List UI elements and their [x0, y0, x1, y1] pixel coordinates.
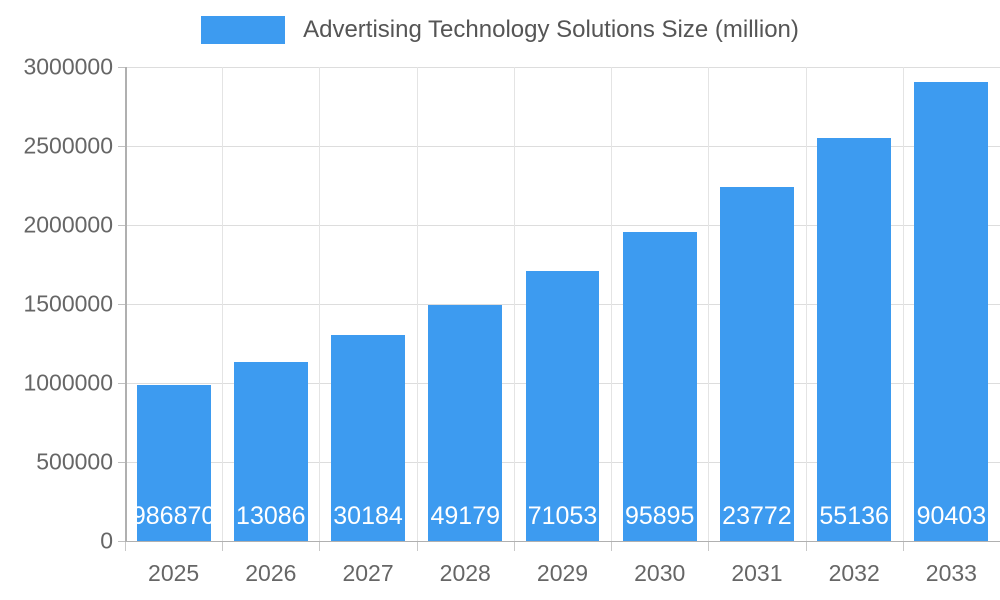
x-axis-tick-mark [513, 542, 515, 551]
x-axis-tick-label: 2033 [925, 560, 977, 586]
y-gridline [125, 146, 1000, 147]
y-axis-tick-label: 0 [100, 527, 113, 554]
bar-value-label: 986870 [136, 502, 211, 530]
y-axis-tick-mark [118, 541, 125, 542]
x-gridline [319, 67, 321, 541]
legend-label: Advertising Technology Solutions Size (m… [303, 16, 799, 43]
y-axis-tick-label: 2500000 [23, 132, 113, 159]
y-axis-tick-mark [118, 304, 125, 305]
x-axis-tick-label: 2025 [148, 560, 200, 586]
x-axis-tick-label: 2026 [245, 560, 297, 586]
x-axis-line [125, 541, 1000, 542]
x-axis-tick-label: 2030 [634, 560, 686, 586]
y-axis-tick-label: 1000000 [23, 369, 113, 396]
y-gridline [125, 67, 1000, 68]
y-gridline [125, 225, 1000, 226]
bar[interactable]: 13086 [233, 362, 308, 541]
x-gridline [416, 67, 418, 541]
x-gridline [902, 67, 904, 541]
bar-value-label: 23772 [722, 502, 792, 530]
x-axis-tick-mark [902, 542, 904, 551]
x-gridline [708, 67, 710, 541]
y-axis-line [125, 67, 127, 541]
bar[interactable]: 30184 [331, 335, 405, 541]
chart-legend: Advertising Technology Solutions Size (m… [0, 10, 1000, 50]
x-axis-tick-label: 2028 [439, 560, 491, 586]
x-axis-tick-label: 2031 [731, 560, 783, 586]
y-axis-tick-mark [118, 67, 125, 68]
bar[interactable]: 95895 [622, 231, 697, 541]
legend-color-swatch [201, 16, 286, 44]
x-axis-tick-label: 2032 [828, 560, 880, 586]
y-axis-tick-mark [118, 225, 125, 226]
bar-value-label: 95895 [624, 502, 695, 530]
y-axis-tick-label: 500000 [36, 448, 113, 475]
bar-value-label: 49179 [430, 502, 501, 530]
y-axis-tick-label: 2000000 [23, 211, 113, 238]
x-axis-tick-mark [805, 542, 807, 551]
y-axis-tick-mark [118, 146, 125, 147]
bar-value-label: 13086 [236, 502, 306, 530]
bar-value-label: 71053 [527, 502, 598, 530]
bar[interactable]: 71053 [525, 270, 600, 541]
y-axis-tick-label: 1500000 [23, 290, 113, 317]
x-axis-tick-mark [222, 542, 224, 551]
x-gridline [611, 67, 613, 541]
x-axis-tick-label: 2029 [536, 560, 589, 586]
x-axis-tick-mark [708, 542, 710, 551]
bar[interactable]: 55136 [817, 137, 892, 541]
x-gridline [805, 67, 807, 541]
x-gridline [513, 67, 515, 541]
x-axis-tick-mark [611, 542, 613, 551]
plot-area: 986870 13086 30184 49179 71053 95895 23772 5513… [125, 67, 1000, 542]
y-axis-tick-mark [118, 462, 125, 463]
bar[interactable]: 90403 [914, 82, 989, 541]
x-axis-tick-mark [416, 542, 418, 551]
y-axis-tick-label: 3000000 [23, 53, 113, 80]
bar-value-label: 90403 [916, 502, 987, 530]
y-axis-tick-mark [118, 383, 125, 384]
bar[interactable]: 23772 [720, 187, 794, 541]
bar[interactable]: 49179 [428, 305, 503, 541]
bar[interactable]: 986870 [136, 385, 211, 541]
x-axis-tick-mark [319, 542, 321, 551]
x-gridline [222, 67, 224, 541]
x-axis-tick-label: 2027 [342, 560, 394, 586]
bar-value-label: 30184 [333, 502, 403, 530]
x-axis-tick-mark [125, 542, 126, 551]
bar-value-label: 55136 [819, 502, 889, 530]
